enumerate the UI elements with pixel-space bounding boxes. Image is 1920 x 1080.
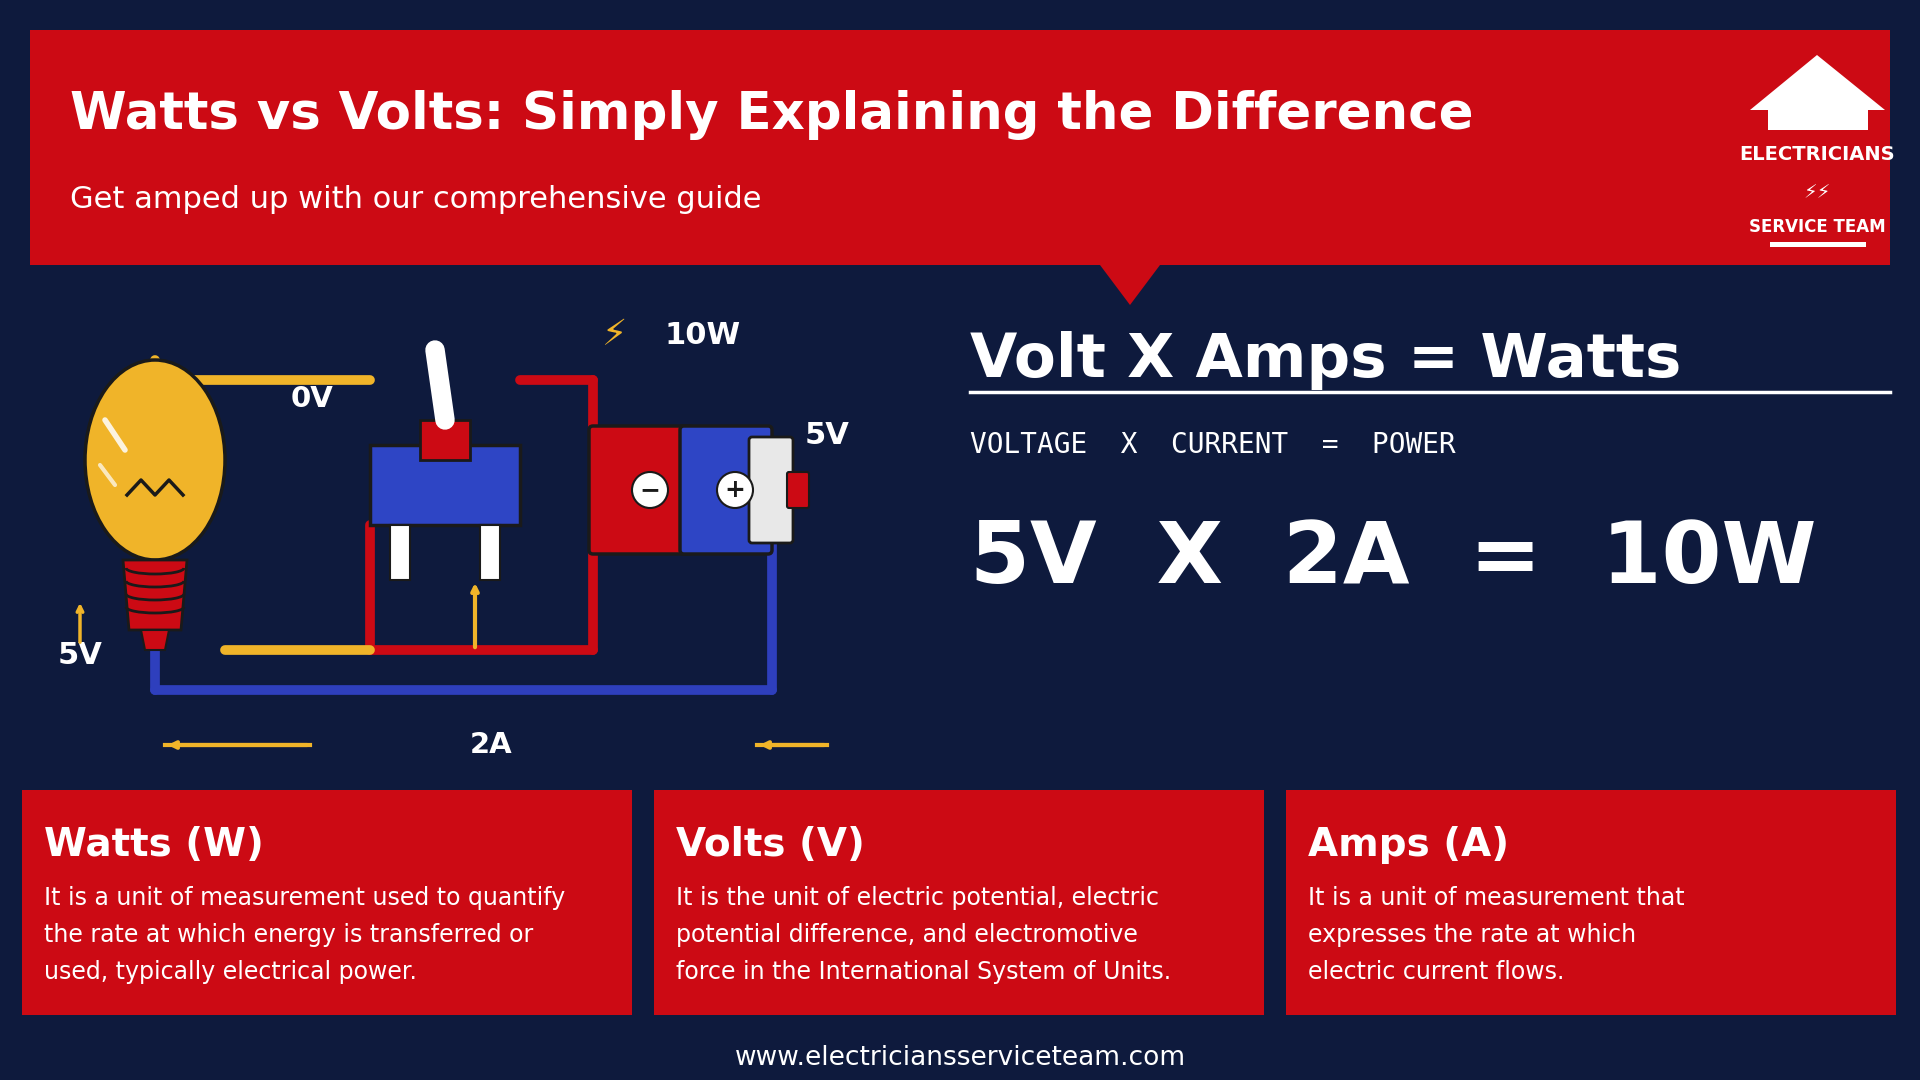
- Text: 5V  X  2A  =  10W: 5V X 2A = 10W: [970, 518, 1816, 602]
- Text: VOLTAGE  X  CURRENT  =  POWER: VOLTAGE X CURRENT = POWER: [970, 431, 1455, 459]
- Text: Watts vs Volts: Simply Explaining the Difference: Watts vs Volts: Simply Explaining the Di…: [69, 90, 1473, 140]
- Text: It is a unit of measurement used to quantify
the rate at which energy is transfe: It is a unit of measurement used to quan…: [44, 886, 564, 984]
- Text: Volts (V): Volts (V): [676, 826, 864, 864]
- Bar: [1770, 242, 1866, 247]
- FancyBboxPatch shape: [1286, 789, 1895, 1015]
- Text: 2A: 2A: [470, 731, 513, 759]
- FancyBboxPatch shape: [21, 789, 632, 1015]
- Text: 10W: 10W: [664, 321, 741, 350]
- Text: 5V: 5V: [58, 640, 102, 670]
- Text: SERVICE TEAM: SERVICE TEAM: [1749, 218, 1885, 237]
- Circle shape: [716, 472, 753, 508]
- FancyBboxPatch shape: [680, 426, 772, 554]
- Bar: [31, 30, 1889, 265]
- Text: Volt X Amps = Watts: Volt X Amps = Watts: [970, 330, 1682, 390]
- Bar: [371, 445, 520, 525]
- Text: It is the unit of electric potential, electric
potential difference, and electro: It is the unit of electric potential, el…: [676, 886, 1171, 984]
- Text: Amps (A): Amps (A): [1308, 826, 1509, 864]
- FancyBboxPatch shape: [749, 437, 793, 543]
- Bar: [420, 420, 470, 460]
- Text: Watts (W): Watts (W): [44, 826, 263, 864]
- Text: 0V: 0V: [290, 384, 334, 413]
- Bar: [1768, 100, 1868, 130]
- Text: Get amped up with our comprehensive guide: Get amped up with our comprehensive guid…: [69, 186, 762, 215]
- Text: +: +: [724, 478, 745, 502]
- Text: ⚡⚡: ⚡⚡: [1803, 184, 1832, 203]
- Text: 5V: 5V: [804, 420, 849, 449]
- Text: It is a unit of measurement that
expresses the rate at which
electric current fl: It is a unit of measurement that express…: [1308, 886, 1684, 984]
- Text: www.electriciansserviceteam.com: www.electriciansserviceteam.com: [735, 1045, 1185, 1071]
- FancyBboxPatch shape: [655, 789, 1263, 1015]
- Text: ⚡: ⚡: [603, 318, 628, 352]
- Polygon shape: [140, 630, 169, 650]
- Polygon shape: [123, 561, 186, 630]
- Ellipse shape: [84, 360, 225, 561]
- Polygon shape: [1749, 55, 1885, 110]
- Text: ELECTRICIANS: ELECTRICIANS: [1740, 146, 1895, 164]
- Text: −: −: [639, 478, 660, 502]
- FancyBboxPatch shape: [787, 472, 808, 508]
- Bar: [390, 525, 411, 580]
- Polygon shape: [1100, 265, 1160, 305]
- FancyBboxPatch shape: [589, 426, 693, 554]
- Bar: [480, 525, 499, 580]
- Circle shape: [632, 472, 668, 508]
